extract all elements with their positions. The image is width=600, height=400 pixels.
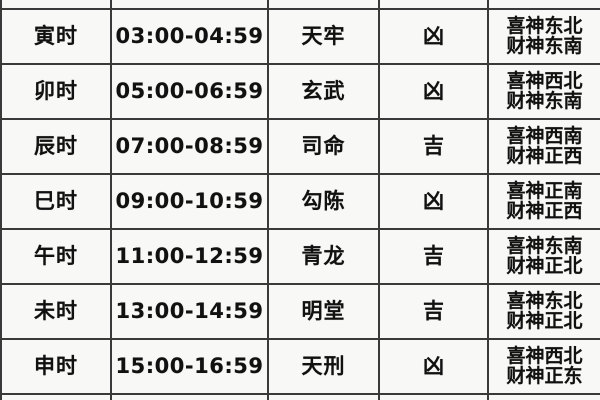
cell-time-range: 07:00-08:59 — [110, 118, 269, 175]
joy-deity-direction: 喜神东北 — [506, 289, 583, 312]
table-row: 酉时 17:00-18:59 朱雀 凶 喜神西南 财神正东 — [0, 393, 600, 400]
cell-time-range: 15:00-16:59 — [110, 338, 269, 395]
table-row: 丑时 01:00-02:59 朱雀 凶 喜神正南 财神正南 — [0, 0, 600, 10]
joy-deity-direction: 喜神正南 — [506, 179, 583, 202]
cell-luck-mark: 吉 — [378, 283, 489, 340]
wealth-deity-direction: 财神正东 — [506, 364, 583, 387]
wealth-deity-direction: 财神正南 — [489, 0, 600, 1]
cell-hour-branch: 申时 — [0, 338, 112, 395]
cell-hour-branch: 未时 — [0, 283, 112, 340]
cell-luck-mark: 凶 — [378, 0, 489, 10]
wealth-deity-direction: 财神东南 — [506, 34, 583, 57]
cell-time-range: 01:00-02:59 — [110, 0, 269, 10]
cell-deity-directions: 喜神东北 财神东南 — [487, 8, 600, 65]
cell-time-range: 13:00-14:59 — [110, 283, 269, 340]
cell-hour-branch: 辰时 — [0, 118, 112, 175]
cell-star-deity: 勾陈 — [267, 173, 380, 230]
cell-luck-mark: 凶 — [378, 393, 489, 400]
cell-deity-directions: 喜神西南 财神正东 — [487, 393, 600, 400]
joy-deity-direction: 喜神东南 — [506, 234, 583, 257]
cell-deity-directions: 喜神正南 财神正西 — [487, 173, 600, 230]
cell-luck-mark: 凶 — [378, 63, 489, 120]
cell-star-deity: 天牢 — [267, 8, 380, 65]
table-row: 寅时 03:00-04:59 天牢 凶 喜神东北 财神东南 — [0, 8, 600, 65]
wealth-deity-direction: 财神东南 — [506, 89, 583, 112]
table-row: 午时 11:00-12:59 青龙 吉 喜神东南 财神正北 — [0, 228, 600, 285]
wealth-deity-direction: 财神正北 — [506, 309, 583, 332]
wealth-deity-direction: 财神正北 — [506, 254, 583, 277]
cell-luck-mark: 凶 — [378, 8, 489, 65]
cell-hour-branch: 寅时 — [0, 8, 112, 65]
cell-deity-directions: 喜神东北 财神正北 — [487, 283, 600, 340]
joy-deity-direction: 喜神西北 — [506, 69, 583, 92]
table-row: 辰时 07:00-08:59 司命 吉 喜神西南 财神正西 — [0, 118, 600, 175]
wealth-deity-direction: 财神正西 — [506, 199, 583, 222]
table-row: 巳时 09:00-10:59 勾陈 凶 喜神正南 财神正西 — [0, 173, 600, 230]
cell-hour-branch: 巳时 — [0, 173, 112, 230]
joy-deity-direction: 喜神西南 — [506, 124, 583, 147]
cell-deity-directions: 喜神西南 财神正西 — [487, 118, 600, 175]
cell-star-deity: 玄武 — [267, 63, 380, 120]
cell-star-deity: 青龙 — [267, 228, 380, 285]
cell-time-range: 17:00-18:59 — [110, 393, 269, 400]
cell-luck-mark: 凶 — [378, 338, 489, 395]
joy-deity-direction: 喜神西北 — [506, 344, 583, 367]
table-row: 未时 13:00-14:59 明堂 吉 喜神东北 财神正北 — [0, 283, 600, 340]
cell-star-deity: 司命 — [267, 118, 380, 175]
cell-deity-directions: 喜神正南 财神正南 — [487, 0, 600, 10]
cell-time-range: 03:00-04:59 — [110, 8, 269, 65]
joy-deity-direction: 喜神东北 — [506, 14, 583, 37]
cell-luck-mark: 吉 — [378, 228, 489, 285]
cell-star-deity: 天刑 — [267, 338, 380, 395]
cell-time-range: 09:00-10:59 — [110, 173, 269, 230]
cell-star-deity: 明堂 — [267, 283, 380, 340]
table-row: 卯时 05:00-06:59 玄武 凶 喜神西北 财神东南 — [0, 63, 600, 120]
cell-time-range: 05:00-06:59 — [110, 63, 269, 120]
table-row: 申时 15:00-16:59 天刑 凶 喜神西北 财神正东 — [0, 338, 600, 395]
cell-luck-mark: 凶 — [378, 173, 489, 230]
cell-star-deity: 朱雀 — [267, 393, 380, 400]
cell-star-deity: 朱雀 — [267, 0, 380, 10]
cell-time-range: 11:00-12:59 — [110, 228, 269, 285]
cell-hour-branch: 卯时 — [0, 63, 112, 120]
cell-hour-branch: 酉时 — [0, 393, 112, 400]
cell-deity-directions: 喜神西北 财神东南 — [487, 63, 600, 120]
wealth-deity-direction: 财神正西 — [506, 144, 583, 167]
cell-deity-directions: 喜神东南 财神正北 — [487, 228, 600, 285]
cell-hour-branch: 午时 — [0, 228, 112, 285]
cell-luck-mark: 吉 — [378, 118, 489, 175]
cell-hour-branch: 丑时 — [0, 0, 112, 10]
cell-deity-directions: 喜神西北 财神正东 — [487, 338, 600, 395]
